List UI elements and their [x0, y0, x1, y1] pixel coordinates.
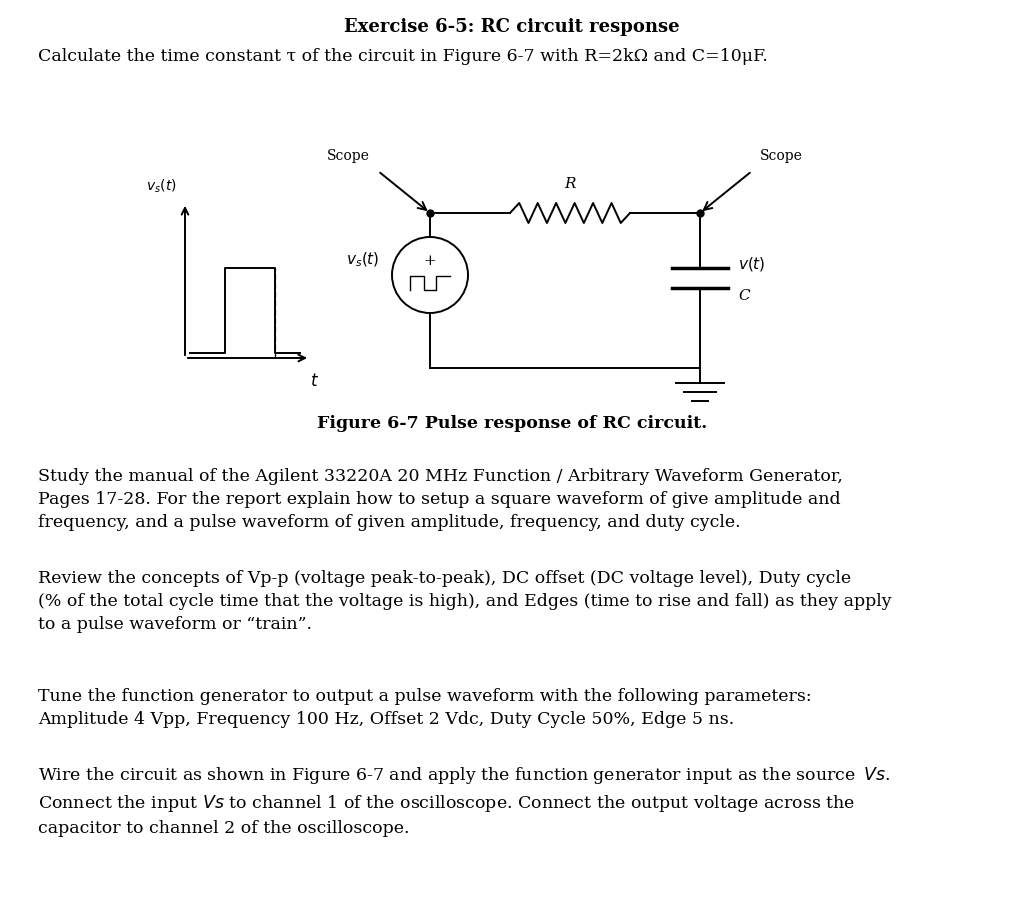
Text: $v_s(t)$: $v_s(t)$: [146, 177, 177, 195]
Text: Scope: Scope: [760, 149, 803, 163]
Text: Calculate the time constant τ of the circuit in Figure 6-7 with R=2kΩ and C=10μF: Calculate the time constant τ of the cir…: [38, 48, 768, 65]
Text: Review the concepts of Vp-p (voltage peak-to-peak), DC offset (DC voltage level): Review the concepts of Vp-p (voltage pea…: [38, 570, 892, 632]
Text: $t$: $t$: [310, 373, 319, 390]
Text: +: +: [424, 254, 436, 268]
Text: Study the manual of the Agilent 33220A 20 MHz Function / Arbitrary Waveform Gene: Study the manual of the Agilent 33220A 2…: [38, 468, 843, 531]
Text: Figure 6-7 Pulse response of RC circuit.: Figure 6-7 Pulse response of RC circuit.: [316, 415, 708, 432]
Text: $v_s(t)$: $v_s(t)$: [346, 251, 380, 270]
Text: Tune the function generator to output a pulse waveform with the following parame: Tune the function generator to output a …: [38, 688, 812, 728]
Text: R: R: [564, 177, 575, 191]
Text: Scope: Scope: [327, 149, 370, 163]
Text: $v(t)$: $v(t)$: [738, 255, 766, 273]
Text: C: C: [738, 289, 750, 303]
Text: Wire the circuit as shown in Figure 6-7 and apply the function generator input a: Wire the circuit as shown in Figure 6-7 …: [38, 765, 891, 836]
Text: Exercise 6-5: RC circuit response: Exercise 6-5: RC circuit response: [344, 18, 680, 36]
